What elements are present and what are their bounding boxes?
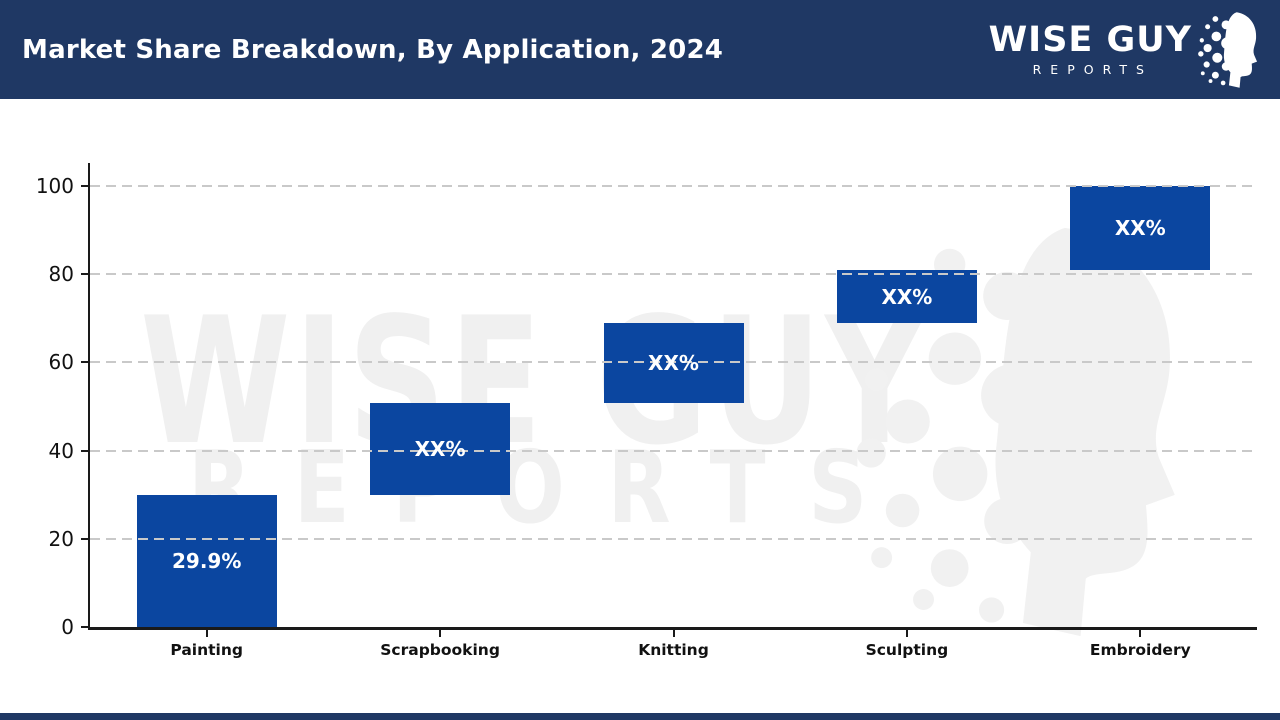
x-axis-tick [672, 630, 675, 637]
x-axis-category-label: Knitting [638, 641, 709, 659]
y-axis-tick-label: 80 [48, 262, 74, 287]
waterfall-bar-embroidery [1070, 186, 1211, 271]
watermark-reports-text: REPORTS [188, 429, 910, 546]
y-axis-tick-label: 100 [35, 174, 74, 198]
brand-logo: WISE GUY REPORTS [989, 11, 1258, 89]
gridline-40 [90, 449, 1257, 452]
x-axis-category-label: Painting [170, 641, 243, 659]
plot-area: 29.9% Painting XX% Scrapbooking XX% Knitting X… [36, 163, 1257, 659]
y-axis-tick [81, 361, 88, 364]
bar-value-label: XX% [648, 350, 699, 375]
x-axis-tick [905, 630, 908, 637]
brand-logo-text: WISE GUY REPORTS [988, 19, 1192, 77]
gridline-80 [90, 273, 1257, 276]
brand-name: WISE GUY [988, 19, 1192, 60]
y-axis-tick-label: 20 [48, 526, 74, 551]
y-axis-tick-label: 0 [61, 615, 74, 639]
y-axis-tick-label: 60 [48, 350, 74, 375]
waterfall-bar-scrapbooking [370, 402, 511, 496]
waterfall-bar-painting [136, 495, 277, 627]
header-bar: Market Share Breakdown, By Application, … [0, 0, 1280, 99]
y-axis-tick-label: 40 [48, 438, 74, 463]
bar-value-label: XX% [881, 284, 933, 309]
y-axis-tick [81, 449, 88, 452]
footer-bar [0, 713, 1280, 720]
bar-value-label: 29.9% [171, 549, 242, 574]
x-axis-tick [205, 630, 208, 637]
bar-value-label: XX% [414, 436, 466, 461]
watermark-brand-text: WISE GUY [140, 281, 928, 484]
brand-face-icon [1198, 11, 1258, 88]
y-axis-tick [81, 185, 88, 187]
gridline-60 [90, 361, 1257, 364]
x-axis-tick [1139, 630, 1142, 637]
x-axis-category-label: Sculpting [865, 641, 949, 659]
gridline-20 [90, 537, 1257, 540]
x-axis-tick [439, 630, 442, 637]
x-axis-category-label: Scrapbooking [380, 641, 500, 659]
page-title: Market Share Breakdown, By Application, … [22, 34, 724, 65]
y-axis-tick [81, 537, 88, 540]
x-axis-category-label: Embroidery [1089, 641, 1191, 659]
y-axis-tick [81, 273, 88, 276]
brand-subname: REPORTS [1032, 61, 1153, 77]
gridline-100 [90, 185, 1257, 187]
bar-value-label: XX% [1114, 216, 1166, 241]
waterfall-bar-sculpting [836, 270, 977, 324]
y-axis-tick [81, 626, 88, 628]
